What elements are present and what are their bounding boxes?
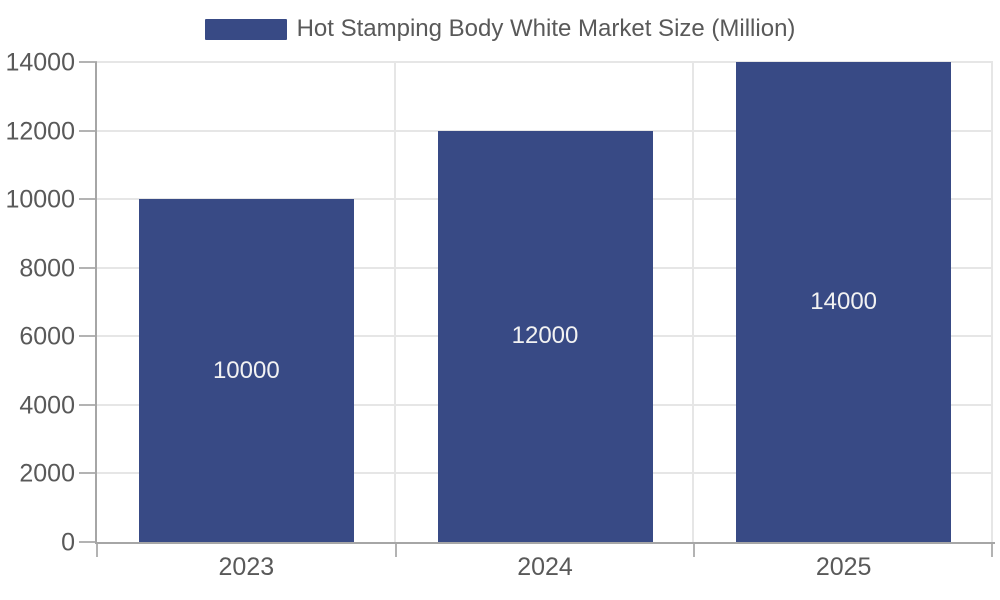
x-gridline (393, 62, 396, 542)
y-axis-label: 8000 (19, 253, 75, 282)
y-axis-tick (79, 266, 97, 269)
y-gridline (97, 61, 993, 63)
x-axis-label: 2025 (815, 553, 872, 581)
y-axis-tick (79, 541, 97, 543)
y-axis-label: 4000 (19, 391, 75, 420)
y-axis-label: 0 (61, 528, 75, 557)
legend[interactable]: Hot Stamping Body White Market Size (Mil… (0, 12, 1000, 46)
y-axis-label: 10000 (5, 185, 75, 214)
y-axis-tick (79, 335, 97, 338)
x-axis-tick (693, 544, 696, 557)
x-axis-tick (991, 544, 993, 557)
y-axis-tick (79, 403, 97, 406)
y-axis-line (95, 62, 97, 544)
bar[interactable]: 12000 (437, 130, 653, 542)
bar-value-label: 12000 (511, 322, 579, 350)
bar[interactable]: 14000 (736, 62, 952, 542)
y-axis-label: 6000 (19, 322, 75, 351)
y-axis-label: 2000 (19, 459, 75, 488)
bar-value-label: 14000 (810, 288, 878, 315)
legend-title: Hot Stamping Body White Market Size (Mil… (296, 14, 796, 42)
y-axis-label: 14000 (5, 48, 75, 77)
x-gridline (692, 62, 695, 542)
x-axis-label: 2024 (517, 553, 573, 581)
x-axis-tick (394, 544, 397, 557)
x-axis-label: 2023 (218, 553, 275, 581)
bar-value-label: 10000 (212, 356, 280, 384)
x-gridline (991, 62, 993, 542)
y-axis-tick (79, 198, 97, 201)
y-axis-label: 12000 (5, 116, 75, 145)
y-axis-tick (79, 472, 97, 475)
legend-swatch (204, 18, 287, 40)
x-axis-line (95, 542, 995, 544)
bar[interactable]: 10000 (138, 199, 354, 542)
y-axis-tick (79, 61, 97, 63)
x-axis-tick (96, 544, 98, 557)
y-axis-tick (79, 129, 97, 132)
